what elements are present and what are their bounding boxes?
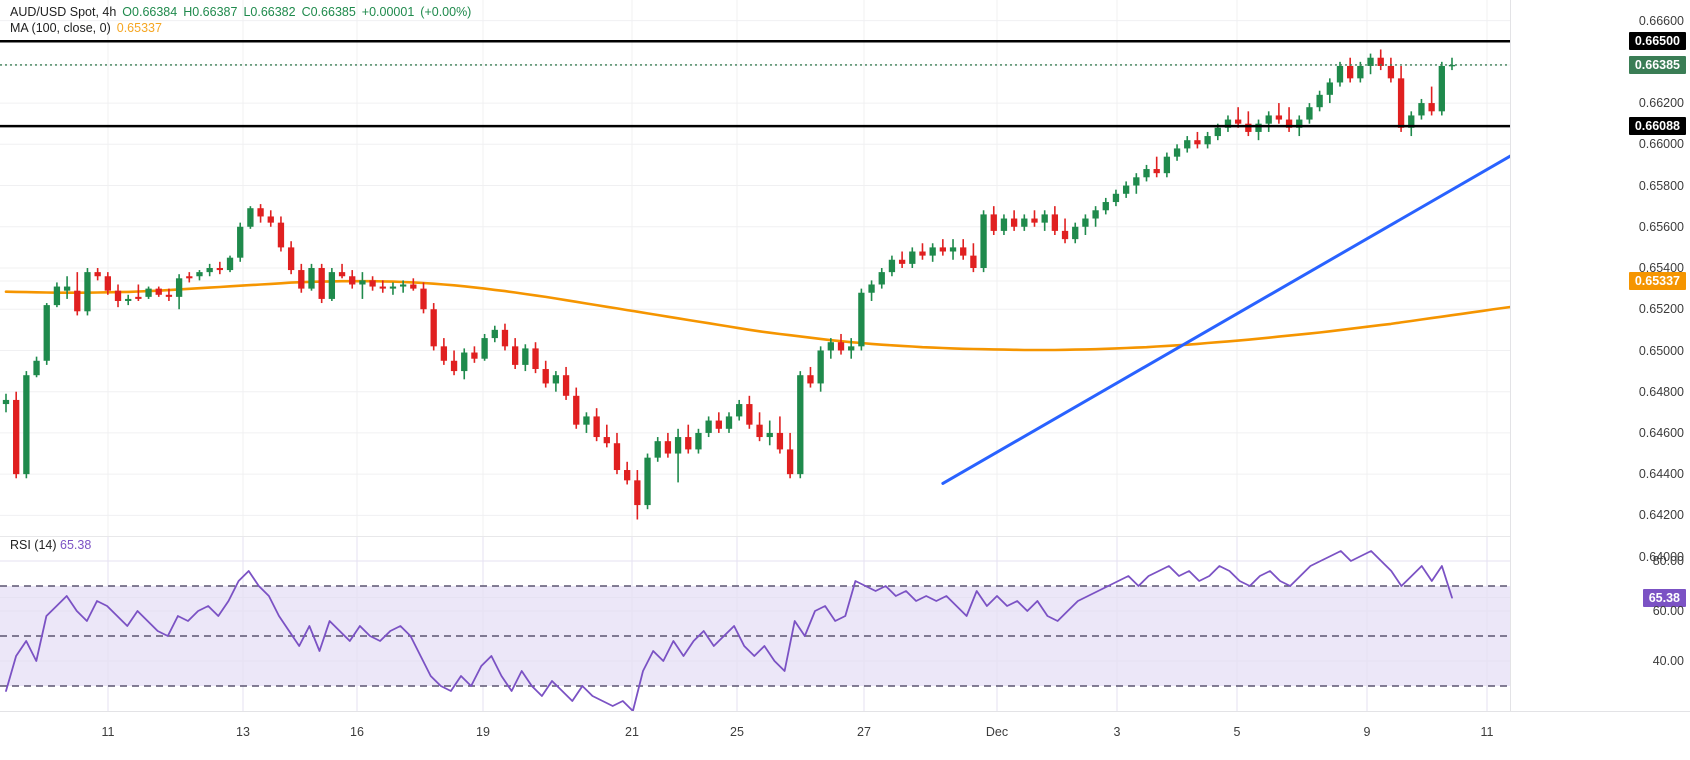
price-axis-badge-resistance[interactable]: 0.66500: [1628, 32, 1686, 51]
price-axis-tick: 0.66000: [1638, 137, 1684, 152]
price-axis-tick: 0.65200: [1638, 302, 1684, 317]
price-axis-tick: 0.66200: [1638, 96, 1684, 111]
price-axis-badge-last-price[interactable]: 0.66385: [1628, 55, 1686, 74]
axis-separator-vertical: [1510, 0, 1511, 711]
time-axis-tick: 11: [1480, 725, 1494, 739]
rsi-axis-tick: 60.00: [1652, 604, 1684, 618]
close-value: C0.66385: [301, 5, 356, 19]
time-axis-tick: 5: [1233, 725, 1241, 739]
change-value: +0.00001: [361, 5, 415, 19]
price-axis-tick: 0.66600: [1638, 13, 1684, 28]
symbol-label[interactable]: AUD/USD Spot, 4h: [10, 5, 117, 19]
rsi-axis-tick: 80.00: [1652, 554, 1684, 568]
time-axis-tick: 9: [1363, 725, 1371, 739]
time-axis-tick: 13: [236, 725, 250, 739]
price-axis[interactable]: 0.66600 0.66500 0.66385 0.66200 0.66088 0.660…: [1510, 0, 1690, 711]
pane-divider: [0, 536, 1510, 537]
open-value: O0.66384: [122, 5, 178, 19]
price-axis-tick: 0.64200: [1638, 508, 1684, 523]
price-chart-svg: [0, 0, 1510, 536]
axis-separator-horizontal: [0, 711, 1690, 712]
price-axis-tick: 0.65600: [1638, 219, 1684, 234]
price-axis-tick: 0.64000: [1638, 549, 1684, 564]
time-axis-tick: 11: [101, 725, 115, 739]
price-axis-tick: 0.65800: [1638, 178, 1684, 193]
time-axis-tick: 27: [857, 725, 871, 739]
price-axis-tick: 0.65400: [1638, 261, 1684, 275]
ma-value: 0.65337: [116, 21, 162, 35]
high-value: H0.66387: [183, 5, 238, 19]
chart-legend: AUD/USD Spot, 4h O0.66384 H0.66387 L0.66…: [10, 4, 471, 36]
rsi-label[interactable]: RSI (14): [10, 538, 57, 552]
rsi-axis-tick: 40.00: [1652, 654, 1684, 668]
price-chart-pane[interactable]: [0, 0, 1510, 536]
rsi-indicator-pane[interactable]: [0, 536, 1510, 711]
time-axis-tick: 19: [476, 725, 490, 739]
rsi-line: [5, 550, 1453, 711]
candlestick-series: [2, 49, 1456, 520]
change-percent-value: (+0.00%): [420, 5, 472, 19]
time-axis-tick: Dec: [985, 725, 1009, 739]
low-value: L0.66382: [243, 5, 296, 19]
price-axis-tick: 0.64600: [1638, 425, 1684, 440]
price-axis-tick: 0.64400: [1638, 467, 1684, 482]
rsi-axis-badge-value[interactable]: 65.38: [1642, 588, 1686, 607]
price-axis-tick: 0.65000: [1638, 343, 1684, 358]
legend-ma-row: MA (100, close, 0) 0.65337: [10, 20, 471, 36]
trendline[interactable]: [941, 8, 1510, 485]
time-axis-tick: 16: [350, 725, 364, 739]
rsi-legend: RSI (14) 65.38: [10, 538, 91, 552]
time-axis-tick: 25: [730, 725, 744, 739]
ma-label[interactable]: MA (100, close, 0): [10, 21, 111, 35]
time-axis-tick: 21: [625, 725, 639, 739]
price-axis-badge-moving-average[interactable]: 0.65337: [1628, 272, 1686, 290]
price-axis-tick: 0.64800: [1638, 384, 1684, 399]
legend-ohlc-row: AUD/USD Spot, 4h O0.66384 H0.66387 L0.66…: [10, 4, 471, 20]
ma-line: [4, 279, 1510, 352]
price-axis-badge-support[interactable]: 0.66088: [1628, 117, 1686, 136]
time-axis[interactable]: 11 13 16 19 21 25 27 Dec 3 5 9 11: [0, 711, 1510, 760]
time-axis-tick: 3: [1113, 725, 1121, 739]
rsi-chart-svg: [0, 536, 1510, 711]
rsi-value: 65.38: [60, 538, 92, 552]
